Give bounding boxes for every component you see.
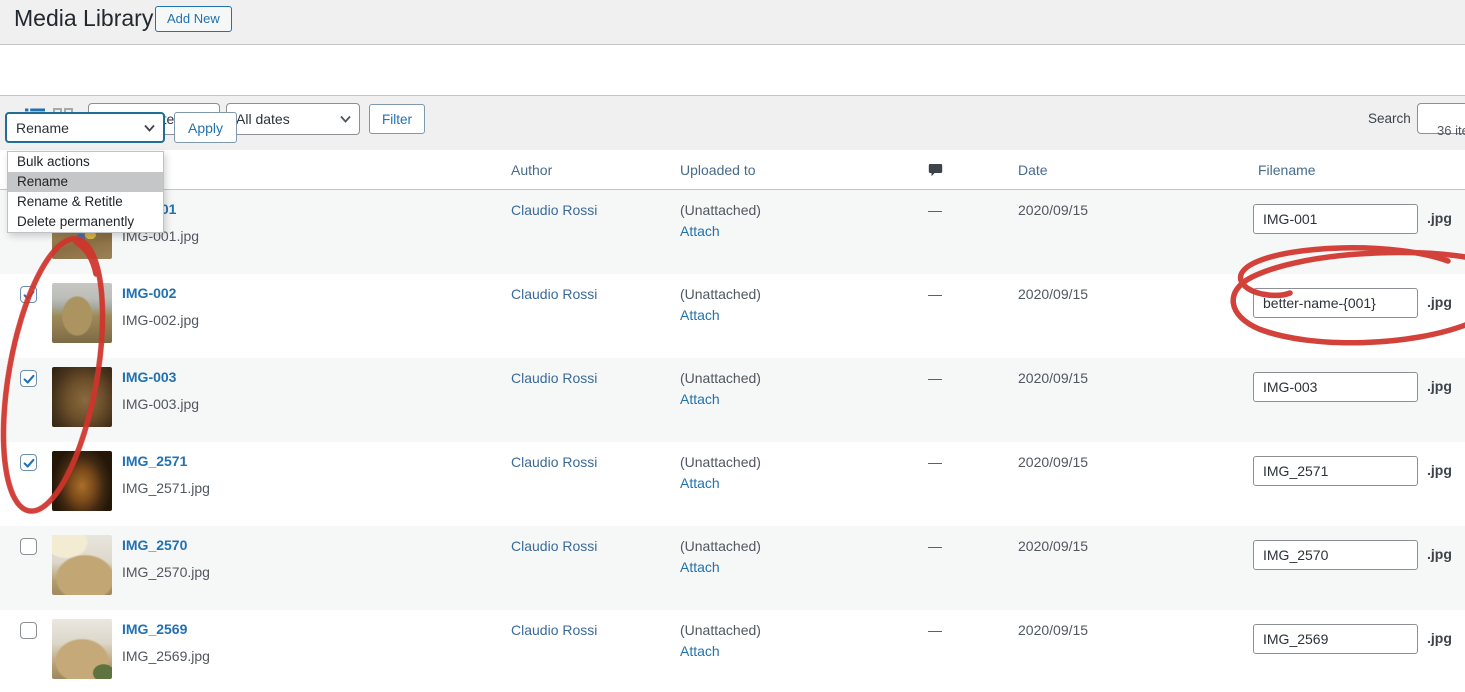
attach-link[interactable]: Attach xyxy=(680,643,720,659)
author-link[interactable]: Claudio Rossi xyxy=(511,538,598,554)
filter-button[interactable]: Filter xyxy=(369,104,425,134)
media-title-link[interactable]: IMG-003 xyxy=(122,369,177,385)
column-header-author: Author xyxy=(511,162,553,178)
column-header-filename: Filename xyxy=(1258,162,1316,178)
file-extension: .jpg xyxy=(1427,546,1452,562)
page-title: Media Library xyxy=(14,5,154,31)
comments-column-icon xyxy=(928,164,943,177)
row-checkbox[interactable] xyxy=(20,370,37,387)
file-extension: .jpg xyxy=(1427,210,1452,226)
apply-button[interactable]: Apply xyxy=(174,112,238,143)
menu-option-delete-permanently[interactable]: Delete permanently xyxy=(17,214,135,229)
comments-count: — xyxy=(928,622,942,638)
attach-link[interactable]: Attach xyxy=(680,559,720,575)
table-row: IMG-003 IMG-003.jpg Claudio Rossi (Unatt… xyxy=(0,358,1465,442)
filename-input[interactable] xyxy=(1253,288,1418,318)
items-count: 36 items xyxy=(1437,123,1465,138)
comments-count: — xyxy=(928,202,942,218)
file-extension: .jpg xyxy=(1427,294,1452,310)
author-link[interactable]: Claudio Rossi xyxy=(511,286,598,302)
uploaded-to-status: (Unattached) xyxy=(680,538,761,554)
add-new-button[interactable]: Add New xyxy=(155,6,232,32)
menu-option-rename-retitle[interactable]: Rename & Retitle xyxy=(17,194,123,209)
upload-date: 2020/09/15 xyxy=(1018,454,1089,470)
media-title-link[interactable]: IMG-002 xyxy=(122,285,177,301)
media-title-link[interactable]: IMG_2570 xyxy=(122,537,188,553)
author-link[interactable]: Claudio Rossi xyxy=(511,370,598,386)
media-title-link[interactable]: IMG_2569 xyxy=(122,621,188,637)
filename-input[interactable] xyxy=(1253,372,1418,402)
menu-option-rename[interactable]: Rename xyxy=(8,172,163,192)
media-thumbnail[interactable] xyxy=(52,367,112,427)
table-header: Author Uploaded to Date Filename xyxy=(0,150,1465,190)
media-title-link[interactable]: IMG_2571 xyxy=(122,453,188,469)
chevron-down-icon xyxy=(340,115,351,123)
upload-date: 2020/09/15 xyxy=(1018,622,1089,638)
upload-date: 2020/09/15 xyxy=(1018,538,1089,554)
filename-input[interactable] xyxy=(1253,540,1418,570)
comments-count: — xyxy=(928,454,942,470)
bulk-action-dropdown-menu: Bulk actions Rename Rename & Retitle Del… xyxy=(7,151,164,233)
date-filter-value: All dates xyxy=(236,111,290,127)
media-file-name: IMG_2570.jpg xyxy=(122,564,210,580)
uploaded-to-status: (Unattached) xyxy=(680,370,761,386)
table-row: IMG_2571 IMG_2571.jpg Claudio Rossi (Una… xyxy=(0,442,1465,526)
table-row: IMG_2569 IMG_2569.jpg Claudio Rossi (Una… xyxy=(0,610,1465,692)
attach-link[interactable]: Attach xyxy=(680,391,720,407)
bulk-action-value: Rename xyxy=(16,119,69,136)
row-checkbox[interactable] xyxy=(20,286,37,303)
filter-toolbar: All media items All dates Filter Search xyxy=(0,44,1465,135)
comments-count: — xyxy=(928,538,942,554)
row-checkbox[interactable] xyxy=(20,622,37,639)
media-file-name: IMG_2571.jpg xyxy=(122,480,210,496)
upload-date: 2020/09/15 xyxy=(1018,370,1089,386)
uploaded-to-status: (Unattached) xyxy=(680,286,761,302)
bulk-action-select[interactable]: Rename xyxy=(5,112,165,143)
date-filter-select[interactable]: All dates xyxy=(226,103,360,135)
media-table: Author Uploaded to Date Filename IMG-001… xyxy=(0,150,1465,692)
uploaded-to-status: (Unattached) xyxy=(680,202,761,218)
comments-count: — xyxy=(928,370,942,386)
row-checkbox[interactable] xyxy=(20,454,37,471)
author-link[interactable]: Claudio Rossi xyxy=(511,202,598,218)
table-row: IMG_2570 IMG_2570.jpg Claudio Rossi (Una… xyxy=(0,526,1465,610)
search-label: Search xyxy=(1368,111,1411,126)
file-extension: .jpg xyxy=(1427,378,1452,394)
media-thumbnail[interactable] xyxy=(52,283,112,343)
author-link[interactable]: Claudio Rossi xyxy=(511,454,598,470)
row-checkbox[interactable] xyxy=(20,538,37,555)
file-extension: .jpg xyxy=(1427,630,1452,646)
author-link[interactable]: Claudio Rossi xyxy=(511,622,598,638)
table-row: IMG-001 IMG-001.jpg Claudio Rossi (Unatt… xyxy=(0,190,1465,274)
attach-link[interactable]: Attach xyxy=(680,223,720,239)
column-header-uploaded-to: Uploaded to xyxy=(680,162,756,178)
media-thumbnail[interactable] xyxy=(52,535,112,595)
upload-date: 2020/09/15 xyxy=(1018,286,1089,302)
column-header-date: Date xyxy=(1018,162,1048,178)
attach-link[interactable]: Attach xyxy=(680,307,720,323)
upload-date: 2020/09/15 xyxy=(1018,202,1089,218)
filename-input[interactable] xyxy=(1253,624,1418,654)
filename-input[interactable] xyxy=(1253,456,1418,486)
table-row: IMG-002 IMG-002.jpg Claudio Rossi (Unatt… xyxy=(0,274,1465,358)
media-file-name: IMG_2569.jpg xyxy=(122,648,210,664)
menu-option-bulk-actions[interactable]: Bulk actions xyxy=(17,154,90,169)
uploaded-to-status: (Unattached) xyxy=(680,454,761,470)
comments-count: — xyxy=(928,286,942,302)
uploaded-to-status: (Unattached) xyxy=(680,622,761,638)
attach-link[interactable]: Attach xyxy=(680,475,720,491)
file-extension: .jpg xyxy=(1427,462,1452,478)
media-file-name: IMG-003.jpg xyxy=(122,396,200,412)
search-input[interactable] xyxy=(1417,103,1465,134)
media-file-name: IMG-002.jpg xyxy=(122,312,200,328)
media-thumbnail[interactable] xyxy=(52,451,112,511)
media-thumbnail[interactable] xyxy=(52,619,112,679)
filename-input[interactable] xyxy=(1253,204,1418,234)
chevron-down-icon xyxy=(144,124,155,132)
